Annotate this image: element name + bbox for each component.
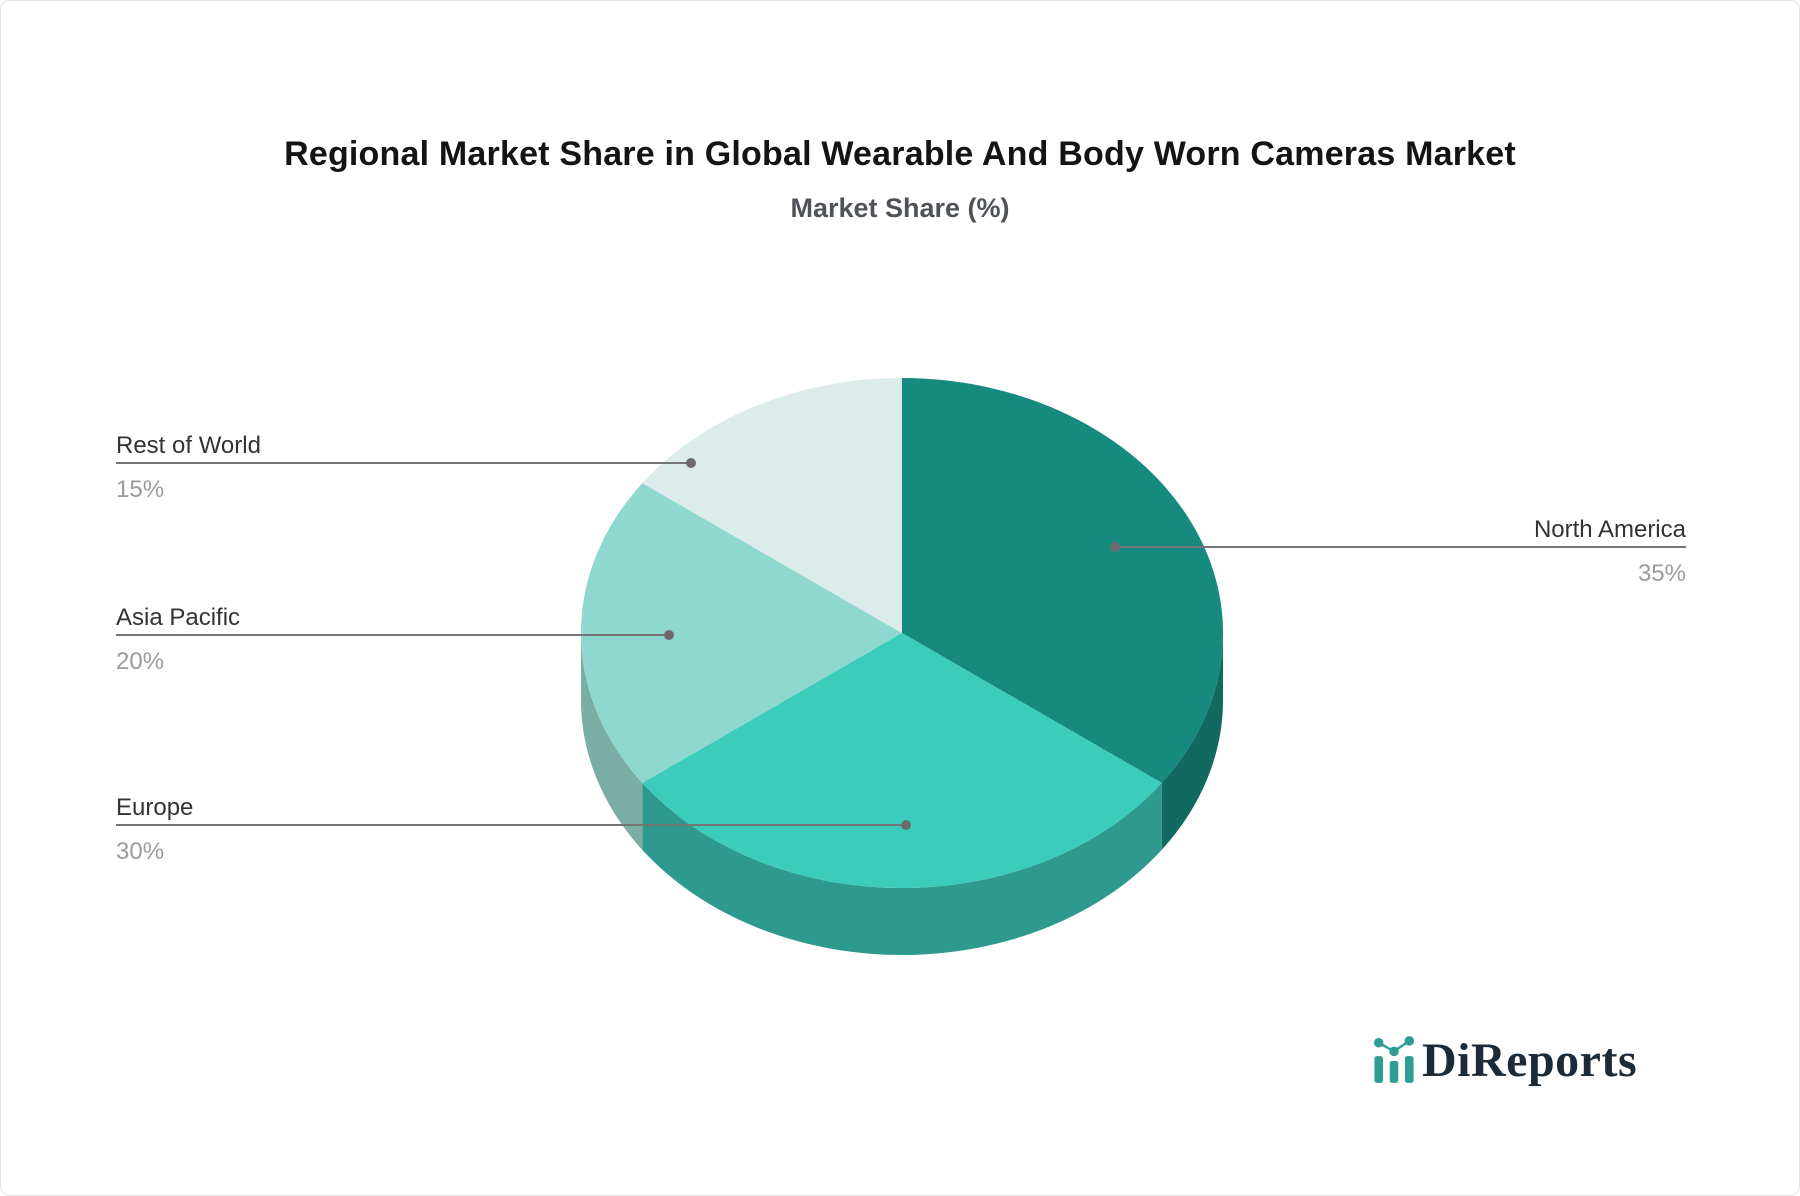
callout-dot <box>1110 542 1120 552</box>
chart-subtitle: Market Share (%) <box>790 193 1010 223</box>
callout-dot <box>686 458 696 468</box>
pie-slice-side-north-america <box>1161 633 1223 850</box>
chart-title: Regional Market Share in Global Wearable… <box>284 135 1516 173</box>
slice-percentage: 30% <box>116 838 164 865</box>
callout-asia-pacific: Asia Pacific 20% <box>116 604 674 675</box>
slice-label: Asia Pacific <box>116 604 240 631</box>
pie-slice-side-europe <box>642 782 1162 956</box>
slice-label: North America <box>1534 516 1687 543</box>
pie-slice-north-america[interactable] <box>902 378 1224 783</box>
pie-top-faces <box>580 377 1224 889</box>
slice-percentage: 15% <box>116 476 164 503</box>
pie-slice-side-asia-pacific <box>581 633 643 850</box>
callout-rest-of-world: Rest of World 15% <box>116 432 696 503</box>
pie-slice-asia-pacific[interactable] <box>580 483 902 783</box>
slice-percentage: 35% <box>1638 560 1686 587</box>
direports-logo: DiReports <box>1373 1033 1637 1085</box>
callout-dot <box>664 630 674 640</box>
pie-3d-side <box>581 633 1223 956</box>
logo-text: DiReports <box>1422 1034 1638 1087</box>
slice-percentage: 20% <box>116 648 164 675</box>
callout-dot <box>901 820 911 830</box>
callout-north-america: North America 35% <box>1110 516 1687 587</box>
slice-label: Rest of World <box>116 432 261 459</box>
slice-label: Europe <box>116 794 193 821</box>
callout-europe: Europe 30% <box>116 794 911 865</box>
pie-slice-rest-of-world[interactable] <box>642 377 902 633</box>
bar-chart-with-dots-icon <box>1373 1036 1415 1083</box>
